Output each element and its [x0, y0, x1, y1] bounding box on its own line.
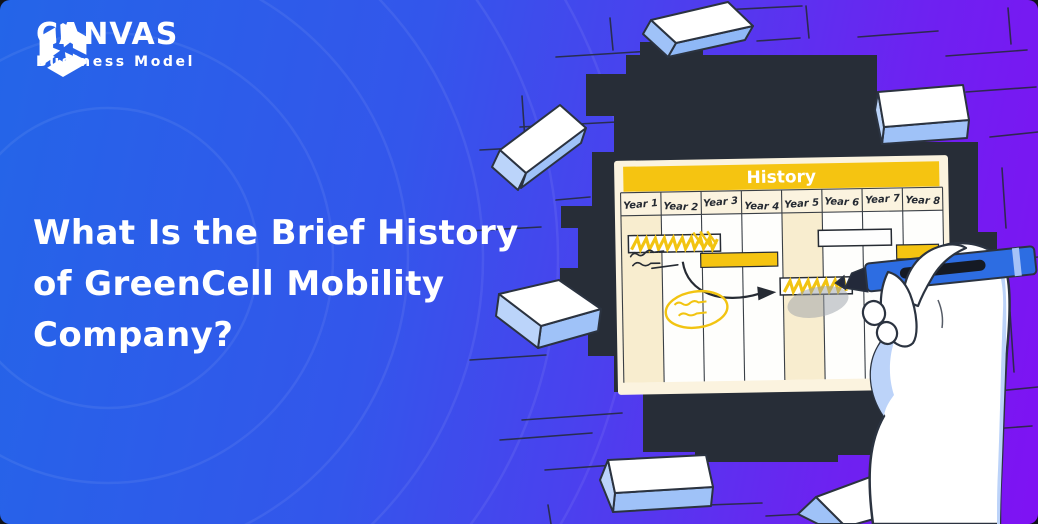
brick [599, 454, 714, 513]
year-label: Year 6 [824, 196, 859, 208]
page-title: What Is the Brief History of GreenCell M… [33, 208, 533, 361]
title-line-1: What Is the Brief History [33, 213, 519, 253]
yellow-hatching-overflow [692, 230, 718, 249]
title-line-3: Company? [33, 315, 234, 355]
brick [874, 84, 970, 145]
curled-fingertip [861, 299, 887, 327]
gantt-outline-bar [817, 228, 893, 248]
year-label: Year 8 [905, 195, 940, 207]
year-label: Year 5 [784, 197, 820, 210]
year-label: Year 3 [703, 196, 739, 210]
index-finger [901, 243, 968, 308]
hand-shadow [787, 285, 849, 319]
hand [834, 241, 1038, 524]
pen-cap-ring [1011, 247, 1022, 277]
year-label: Year 1 [623, 198, 659, 212]
note-oval [664, 289, 729, 330]
flow-arrow [681, 261, 761, 299]
column-highlight-year1 [620, 215, 664, 383]
brick [491, 104, 587, 191]
year-label: Year 7 [865, 193, 901, 206]
gantt-items [627, 228, 940, 330]
year-label: Year 2 [663, 201, 698, 213]
hand-shading [986, 249, 1007, 524]
board-header [623, 161, 940, 192]
canvas-logo-icon [39, 23, 87, 77]
board-title: History [746, 167, 816, 188]
gantt-solid-bar-a [700, 251, 779, 269]
flow-arrow-head [757, 286, 777, 301]
wrist-shading [870, 322, 904, 416]
curled-fingertip [875, 320, 899, 346]
canvas-logo: CANVAS Business Model [36, 20, 195, 77]
year-label: Year 4 [744, 201, 779, 213]
scribble-notes [629, 249, 679, 270]
history-board: History Year 1 Year 2 Year 3 Year 4 Year… [614, 155, 952, 395]
year-header-row: Year 1 Year 2 Year 3 Year 4 Year 5 Year … [623, 193, 941, 213]
brick [642, 1, 754, 58]
pen-tip [834, 274, 847, 291]
title-line-2: of GreenCell Mobility [33, 264, 445, 304]
brick [495, 279, 602, 349]
